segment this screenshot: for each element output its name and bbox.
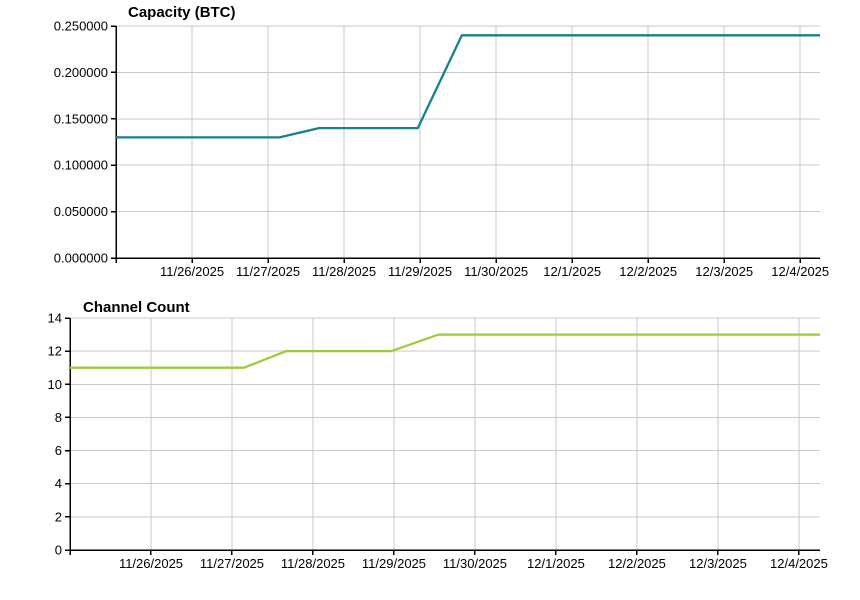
y-tick-label: 4 xyxy=(55,476,62,491)
y-tick-label: 6 xyxy=(55,443,62,458)
x-tick-label: 11/27/2025 xyxy=(200,556,264,571)
x-tick-label: 11/29/2025 xyxy=(362,556,426,571)
x-tick-label: 11/29/2025 xyxy=(388,264,452,279)
y-tick-label: 0 xyxy=(55,543,62,558)
y-tick-label: 0.250000 xyxy=(54,19,108,34)
x-tick-label: 12/2/2025 xyxy=(619,264,677,279)
series-line-capacity xyxy=(116,34,820,139)
y-tick-label: 12 xyxy=(48,344,62,359)
x-tick-label: 12/1/2025 xyxy=(543,264,601,279)
x-tick-label: 11/26/2025 xyxy=(160,264,224,279)
y-tick-label: 0.000000 xyxy=(54,251,108,266)
x-tick-label: 11/27/2025 xyxy=(236,264,300,279)
y-tick-label: 10 xyxy=(48,377,62,392)
x-tick-label: 12/3/2025 xyxy=(695,264,753,279)
x-tick-label: 11/26/2025 xyxy=(119,556,183,571)
y-tick-label: 0.150000 xyxy=(54,111,108,126)
x-tick-label: 11/30/2025 xyxy=(443,556,507,571)
y-tick-label: 0.100000 xyxy=(54,158,108,173)
series-line-channel-count xyxy=(70,333,820,369)
x-tick-label: 12/3/2025 xyxy=(689,556,747,571)
x-tick-label: 12/4/2025 xyxy=(771,264,829,279)
x-tick-label: 12/4/2025 xyxy=(770,556,828,571)
x-tick-label: 12/2/2025 xyxy=(608,556,666,571)
y-tick-label: 8 xyxy=(55,410,62,425)
channel-plot: 0 2 4 6 8 10 12 14 11/26/2025 11/27/2025 11/28/202… xyxy=(48,311,828,572)
channel-count-chart: Channel Count 0 2 4 6 8 10 12 14 11/26/2025 11/27… xyxy=(48,299,828,572)
x-tick-label: 11/30/2025 xyxy=(464,264,528,279)
x-tick-label: 11/28/2025 xyxy=(281,556,345,571)
capacity-chart: Capacity (BTC) 0.0000000.0500000.1000000… xyxy=(54,4,829,280)
capacity-chart-title: Capacity (BTC) xyxy=(128,4,236,21)
channel-count-chart-title: Channel Count xyxy=(83,299,190,316)
y-tick-label: 14 xyxy=(48,311,62,326)
capacity-plot: 0.000000 0.050000 0.100000 0.150000 0.200000… xyxy=(54,19,829,280)
y-tick-label: 0.200000 xyxy=(54,65,108,80)
x-tick-label: 12/1/2025 xyxy=(527,556,585,571)
y-tick-label: 2 xyxy=(55,509,62,524)
x-tick-label: 11/28/2025 xyxy=(312,264,376,279)
y-tick-label: 0.050000 xyxy=(54,204,108,219)
